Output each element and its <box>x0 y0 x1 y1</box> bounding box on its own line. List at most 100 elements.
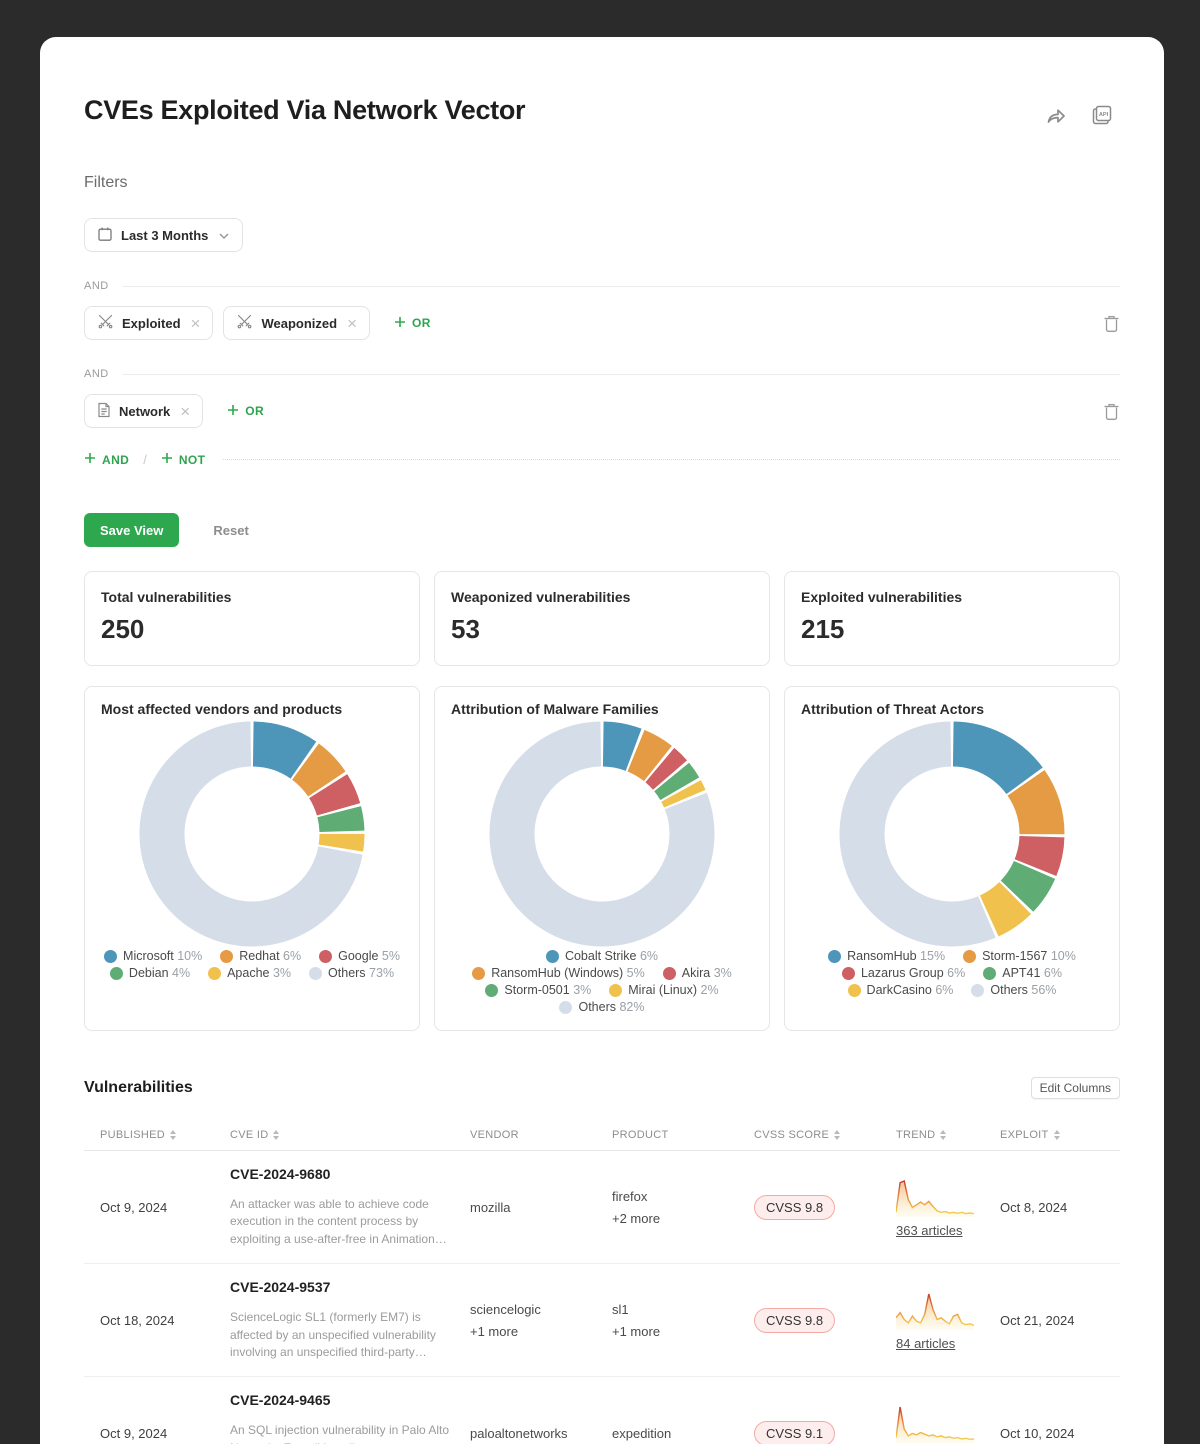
product-more[interactable]: +2 more <box>612 1210 661 1226</box>
cve-id-link[interactable]: CVE-2024-9465 <box>230 1392 331 1409</box>
api-button[interactable]: API <box>1090 103 1114 127</box>
reset-button[interactable]: Reset <box>213 522 249 538</box>
add-not-button[interactable]: NOT <box>161 452 206 467</box>
legend-dot <box>309 966 323 980</box>
filter-chip-network[interactable]: Network × <box>84 394 204 428</box>
dotted-separator-line <box>223 459 1120 460</box>
donut-slice <box>1014 835 1065 877</box>
legend-item-others[interactable]: Others 56% <box>971 983 1056 997</box>
column-header-cve-id[interactable]: CVE ID <box>230 1129 470 1141</box>
legend-item-akira[interactable]: Akira 3% <box>662 966 732 980</box>
donut-slice <box>308 774 361 817</box>
table-row[interactable]: Oct 18, 2024 CVE-2024-9537 ScienceLogic … <box>84 1264 1120 1378</box>
remove-chip-icon[interactable]: × <box>347 313 357 333</box>
donut-slice <box>252 721 317 780</box>
legend-item-storm-0501[interactable]: Storm-0501 3% <box>485 983 591 997</box>
legend-dot <box>847 983 861 997</box>
legend-item-lazarus-group[interactable]: Lazarus Group 6% <box>841 966 965 980</box>
legend-item-mirai-linux[interactable]: Mirai (Linux) 2% <box>609 983 719 997</box>
remove-chip-icon[interactable]: × <box>180 401 191 421</box>
stat-label: Exploited vulnerabilities <box>801 589 963 605</box>
legend-item-ransomhub[interactable]: RansomHub 15% <box>828 949 945 963</box>
save-view-button[interactable]: Save View <box>84 513 180 547</box>
chart-legend: Microsoft 10% Redhat 6% Google 5% Debian… <box>97 949 407 980</box>
and-label: AND <box>84 280 109 292</box>
dashboard-card: CVEs Exploited Via Network Vector API <box>40 37 1164 1444</box>
and-separator-2: AND <box>84 368 1120 380</box>
trend-cell: 87 articles <box>896 1392 1000 1444</box>
and-label: AND <box>84 368 109 380</box>
articles-link[interactable]: 363 articles <box>896 1222 963 1238</box>
cve-id-link[interactable]: CVE-2024-9537 <box>230 1279 331 1296</box>
cvss-score-badge: CVSS 9.1 <box>754 1420 836 1444</box>
legend-item-redhat[interactable]: Redhat 6% <box>220 949 301 963</box>
sort-icon[interactable] <box>170 1130 177 1140</box>
vendor-more[interactable]: +1 more <box>470 1323 519 1339</box>
donut-slice <box>291 743 346 798</box>
column-header-cvss-score[interactable]: CVSS SCORE <box>754 1129 896 1141</box>
stat-label: Total vulnerabilities <box>101 589 232 605</box>
published-cell: Oct 9, 2024 <box>100 1425 168 1441</box>
filter-chip-weaponized[interactable]: Weaponized × <box>223 306 370 340</box>
legend-item-microsoft[interactable]: Microsoft 10% <box>104 949 202 963</box>
legend-dot <box>319 949 333 963</box>
legend-item-apache[interactable]: Apache 3% <box>208 966 291 980</box>
table-head: PUBLISHED CVE ID VENDOR PRODUCT CVSS SCO… <box>84 1129 1120 1151</box>
remove-chip-icon[interactable]: × <box>190 313 201 333</box>
column-header-trend[interactable]: TREND <box>896 1129 1000 1141</box>
chart-title: Most affected vendors and products <box>101 701 343 717</box>
exploit-cell: Oct 10, 2024 <box>1000 1425 1075 1441</box>
legend-item-others[interactable]: Others 82% <box>559 1000 645 1014</box>
share-button[interactable] <box>1044 103 1068 127</box>
legend-item-darkcasino[interactable]: DarkCasino 6% <box>847 983 953 997</box>
product-cell: firefox +2 more <box>612 1188 661 1226</box>
slash-separator: / <box>143 452 147 467</box>
trend-sparkline <box>896 1179 974 1217</box>
legend-dot <box>609 983 623 997</box>
api-icon: API <box>1090 105 1114 130</box>
sort-icon[interactable] <box>273 1130 280 1140</box>
legend-item-google[interactable]: Google 5% <box>319 949 400 963</box>
add-or-button[interactable]: OR <box>227 404 264 419</box>
legend-item-ransomhub-windows[interactable]: RansomHub (Windows) 5% <box>472 966 645 980</box>
table-row[interactable]: Oct 9, 2024 CVE-2024-9465 An SQL injecti… <box>84 1377 1120 1444</box>
plus-icon <box>394 316 406 331</box>
sort-icon[interactable] <box>1053 1130 1060 1140</box>
articles-link[interactable]: 84 articles <box>896 1335 956 1351</box>
edit-columns-button[interactable]: Edit Columns <box>1030 1077 1120 1099</box>
add-and-button[interactable]: AND <box>84 452 129 467</box>
column-header-exploit[interactable]: EXPLOIT <box>1000 1129 1120 1141</box>
sort-icon[interactable] <box>940 1130 947 1140</box>
legend-dot <box>472 966 486 980</box>
vendor-cell: mozilla <box>470 1199 511 1215</box>
table-header-bar: Vulnerabilities Edit Columns <box>84 1077 1120 1099</box>
donut-slice <box>317 806 365 833</box>
product-more[interactable]: +1 more <box>612 1323 661 1339</box>
stat-value: 215 <box>801 614 845 644</box>
and-separator-1: AND <box>84 280 1120 292</box>
legend-item-debian[interactable]: Debian 4% <box>109 966 190 980</box>
date-filter-chip[interactable]: Last 3 Months <box>84 218 244 252</box>
legend-item-apt41[interactable]: APT41 6% <box>983 966 1062 980</box>
filter-chip-label: Weaponized <box>261 315 338 331</box>
delete-filter-row-2-button[interactable] <box>1103 402 1120 421</box>
legend-item-others[interactable]: Others 73% <box>309 966 394 980</box>
legend-item-cobalt-strike[interactable]: Cobalt Strike 6% <box>545 949 658 963</box>
plus-icon <box>161 452 173 467</box>
cve-description: An attacker was able to achieve code exe… <box>230 1197 435 1246</box>
stat-value: 250 <box>101 614 145 644</box>
stat-label: Weaponized vulnerabilities <box>451 589 631 605</box>
add-condition-row: AND / NOT <box>84 452 1120 467</box>
delete-filter-row-1-button[interactable] <box>1103 314 1120 333</box>
filter-chip-exploited[interactable]: Exploited × <box>84 306 214 340</box>
table-row[interactable]: Oct 9, 2024 CVE-2024-9680 An attacker wa… <box>84 1151 1120 1265</box>
add-or-button[interactable]: OR <box>394 316 431 331</box>
plus-icon <box>227 404 239 419</box>
legend-dot <box>828 949 842 963</box>
column-header-published[interactable]: PUBLISHED <box>100 1129 230 1141</box>
legend-item-storm-1567[interactable]: Storm-1567 10% <box>963 949 1076 963</box>
sort-icon[interactable] <box>834 1130 841 1140</box>
legend-dot <box>545 949 559 963</box>
cve-id-link[interactable]: CVE-2024-9680 <box>230 1166 331 1182</box>
cvss-cell: CVSS 9.1 <box>754 1392 896 1444</box>
